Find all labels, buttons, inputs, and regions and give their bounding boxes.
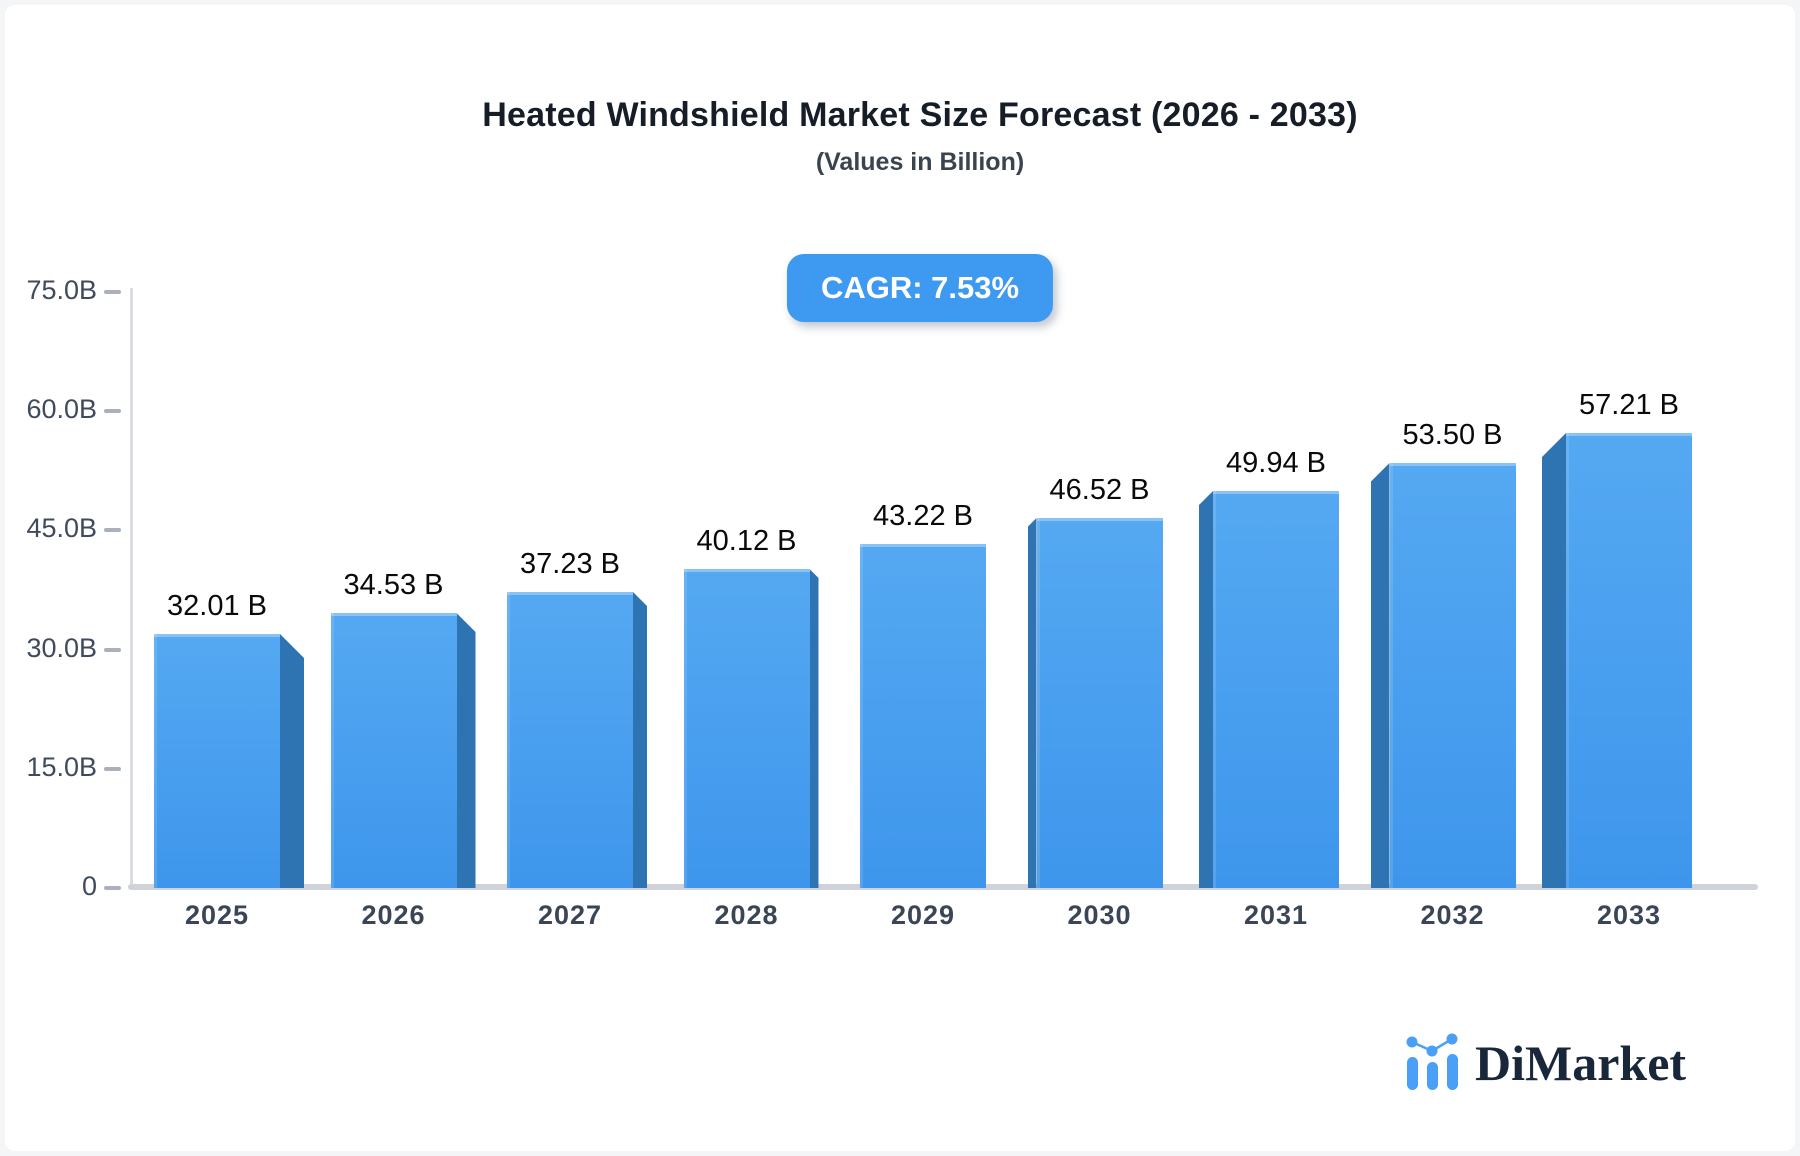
x-axis-label-2029: 2029 — [890, 900, 956, 930]
y-tick-label-30.0B: 30.0B — [26, 632, 97, 663]
x-axis-label-2028: 2028 — [714, 900, 779, 930]
x-axis-label-2032: 2032 — [1420, 900, 1485, 930]
bar-2032 — [1389, 463, 1516, 888]
x-axis-label-2033: 2033 — [1596, 900, 1662, 930]
bar-side-2028 — [809, 569, 819, 888]
bar-value-label-2025: 32.01 B — [167, 590, 267, 622]
y-tick-mark — [104, 886, 121, 890]
bar-2025 — [154, 634, 280, 888]
brand-logo: DiMarket — [1403, 1028, 1686, 1098]
x-axis-label-2030: 2030 — [1067, 900, 1132, 930]
y-tick-label-0: 0 — [81, 871, 97, 901]
brand-logo-text: DiMarket — [1475, 1035, 1687, 1091]
bar-side-2030 — [1027, 518, 1037, 888]
bar-value-label-2028: 40.12 B — [696, 525, 797, 557]
bar-value-label-2029: 43.22 B — [873, 500, 973, 532]
x-axis-label-2031: 2031 — [1243, 900, 1309, 930]
bar-value-label-2030: 46.52 B — [1049, 474, 1150, 506]
bar-2026 — [330, 613, 457, 888]
bar-2031 — [1213, 491, 1339, 888]
x-axis-label-2025: 2025 — [184, 900, 250, 930]
bar-2033 — [1566, 433, 1692, 888]
x-axis-label-2027: 2027 — [537, 900, 603, 930]
bar-line-chart-icon — [1406, 1033, 1458, 1090]
y-tick-label-75.0B: 75.0B — [26, 274, 97, 305]
bar-side-2026 — [456, 613, 476, 888]
cagr-badge: CAGR: 7.53% — [786, 254, 1054, 322]
chart-subtitle: (Values in Billion) — [815, 148, 1025, 176]
bar-side-2032 — [1370, 463, 1390, 888]
y-tick-mark — [104, 528, 121, 533]
bar-2027 — [507, 592, 633, 888]
bar-2028 — [683, 569, 810, 888]
bar-side-2033 — [1542, 433, 1566, 888]
y-tick-mark — [104, 647, 121, 652]
bar-value-label-2033: 57.21 B — [1579, 389, 1679, 421]
y-tick-mark — [104, 289, 121, 294]
y-tick-label-45.0B: 45.0B — [26, 513, 97, 544]
chart-title: Heated Windshield Market Size Forecast (… — [482, 96, 1358, 134]
bar-side-2025 — [280, 634, 304, 888]
y-tick-mark — [104, 766, 121, 771]
bar-side-2031 — [1199, 491, 1213, 888]
y-tick-label-15.0B: 15.0B — [26, 751, 97, 782]
bar-value-label-2031: 49.94 B — [1226, 447, 1326, 479]
y-tick-mark — [104, 409, 121, 413]
bar-value-label-2027: 37.23 B — [520, 548, 620, 580]
bar-value-label-2032: 53.50 B — [1402, 419, 1503, 451]
bar-value-label-2026: 34.53 B — [343, 569, 444, 601]
x-axis-label-2026: 2026 — [361, 900, 426, 930]
bar-2030 — [1036, 518, 1163, 888]
bar-2029 — [860, 544, 986, 888]
y-axis-line — [130, 288, 133, 888]
y-tick-label-60.0B: 60.0B — [26, 394, 97, 424]
bar-side-2027 — [633, 592, 647, 888]
